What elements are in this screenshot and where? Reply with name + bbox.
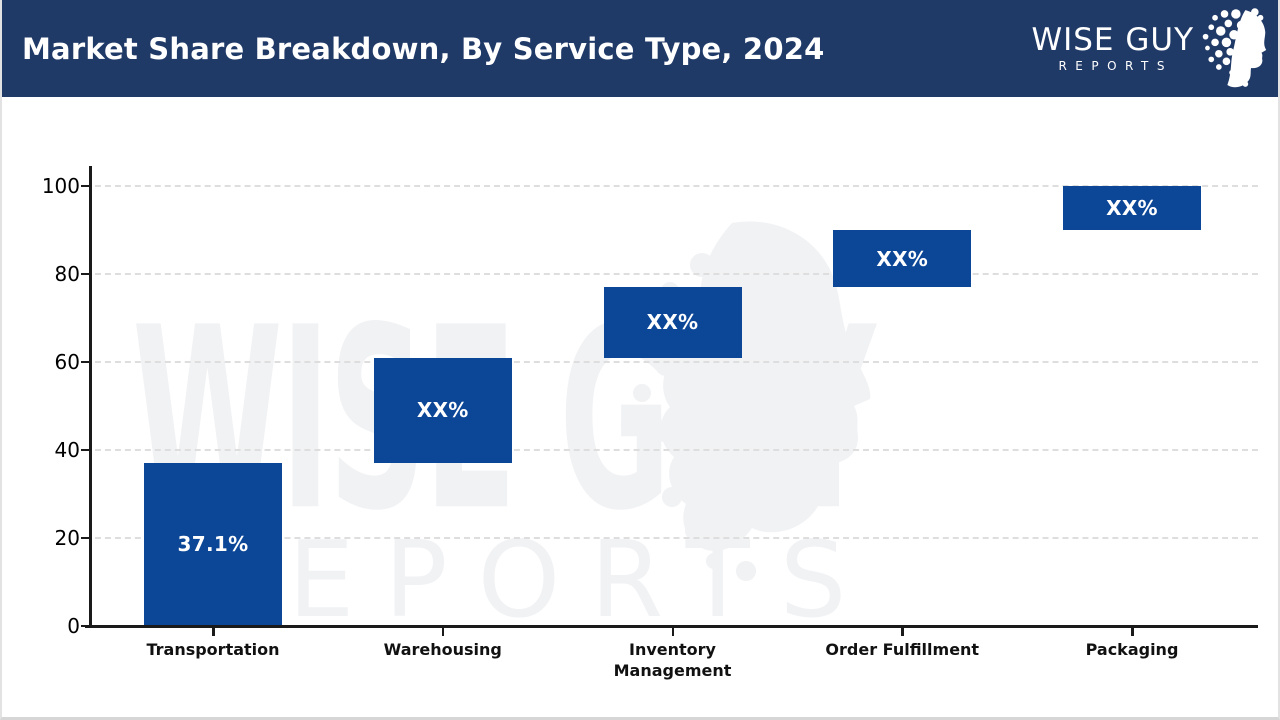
gridline-80 — [85, 273, 1258, 275]
logo-secondary-text: REPORTS — [1058, 58, 1173, 73]
bar-value-label: XX% — [1106, 196, 1158, 220]
bar-value-label: XX% — [646, 310, 699, 335]
y-axis-line — [89, 166, 92, 628]
x-category-label: Packaging — [1085, 640, 1179, 659]
y-tick-label: 20 — [54, 526, 80, 550]
logo-primary-text: WISE GUY — [1031, 21, 1194, 58]
y-tick-label: 0 — [67, 614, 80, 638]
y-tick-mark — [81, 537, 90, 539]
y-tick-mark — [81, 449, 90, 451]
x-category-label: Warehousing — [383, 640, 502, 659]
x-tick-mark — [1131, 627, 1134, 636]
chart-title: Market Share Breakdown, By Service Type,… — [22, 31, 825, 66]
bar-value-label: 37.1% — [177, 532, 249, 557]
header: Market Share Breakdown, By Service Type,… — [2, 0, 1278, 97]
bar-packaging: XX% — [1063, 186, 1201, 230]
x-category-label: Order Fulfillment — [825, 640, 980, 659]
x-tick-mark — [441, 627, 445, 636]
y-tick-label: 60 — [54, 350, 80, 374]
y-tick-label: 40 — [54, 438, 80, 462]
bar-value-label: XX% — [876, 246, 929, 271]
x-tick-mark — [901, 627, 904, 636]
face-profile-icon — [1202, 7, 1267, 87]
x-tick-mark — [212, 627, 215, 636]
gridline-100 — [85, 185, 1258, 187]
x-axis-line — [85, 625, 1258, 628]
y-tick-mark — [81, 361, 90, 363]
gridline-60 — [85, 361, 1258, 363]
bar-order-fulfillment: XX% — [833, 230, 972, 288]
y-tick-label: 80 — [54, 262, 80, 286]
bar-warehousing: XX% — [373, 357, 512, 463]
y-tick-label: 100 — [41, 174, 80, 198]
y-tick-mark — [81, 273, 90, 275]
logo-text: WISE GUY REPORTS — [1031, 21, 1194, 73]
x-category-label: Transportation — [146, 640, 280, 659]
gridline-40 — [85, 449, 1258, 451]
bar-value-label: XX% — [416, 398, 469, 423]
bar-transportation: 37.1% — [144, 462, 282, 626]
bar-inventory-management: XX% — [603, 287, 742, 358]
wise-guy-logo: WISE GUY REPORTS — [1031, 0, 1270, 97]
x-tick-mark — [671, 627, 674, 636]
y-tick-mark — [81, 185, 90, 187]
x-category-label: Inventory Management — [613, 640, 732, 680]
